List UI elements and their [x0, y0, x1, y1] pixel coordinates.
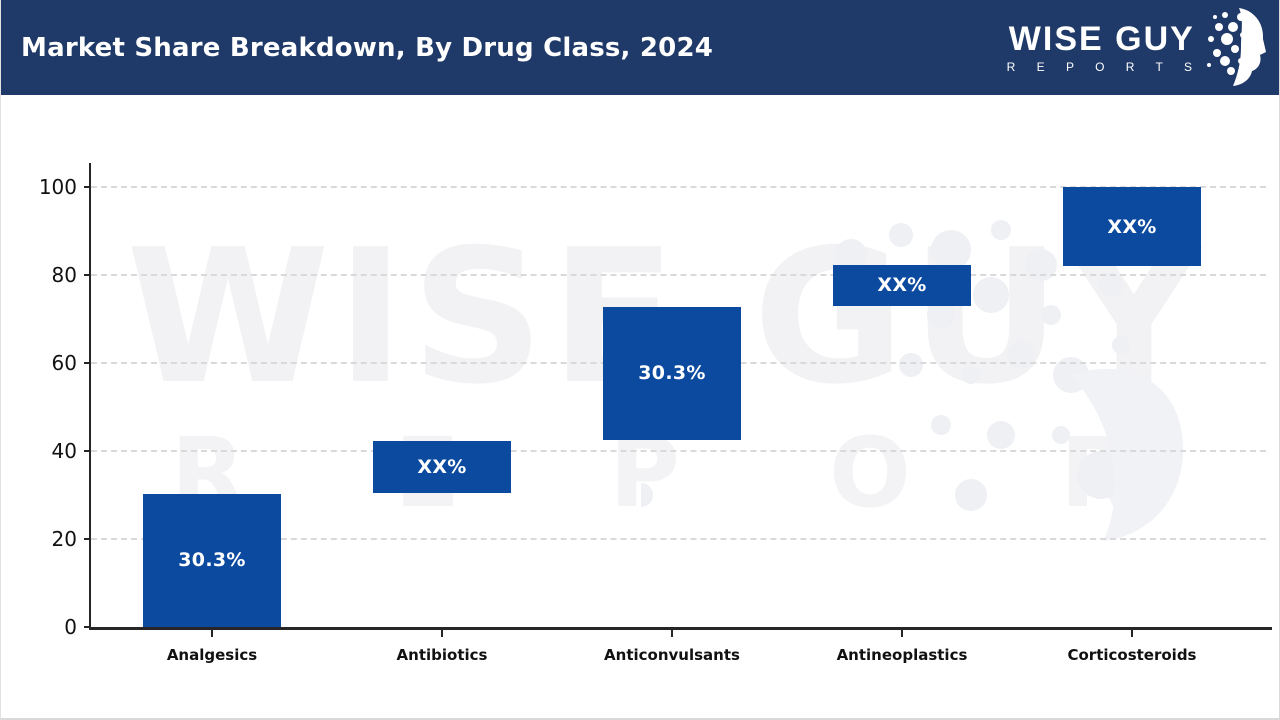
gridline-40	[91, 450, 1266, 452]
x-axis-line	[89, 627, 1272, 630]
y-axis-line	[89, 163, 91, 629]
y-tick-label-0: 0	[64, 615, 77, 639]
y-tick-label-40: 40	[51, 439, 77, 463]
y-tick-label-60: 60	[51, 351, 77, 375]
logo-wordmark: WISE GUY R E P O R T S	[1003, 22, 1201, 74]
chart-title: Market Share Breakdown, By Drug Class, 2…	[21, 32, 714, 63]
x-tick-2	[671, 630, 673, 637]
bar-value-label: XX%	[877, 274, 927, 297]
x-tick-3	[901, 630, 903, 637]
bar-antineoplastics: XX%	[833, 264, 971, 306]
watermark-head-dots-icon	[641, 220, 1184, 541]
x-category-label-4: Corticosteroids	[1067, 646, 1197, 664]
x-category-label-2: Anticonvulsants	[604, 646, 740, 664]
bar-corticosteroids: XX%	[1063, 187, 1201, 267]
gridline-100	[91, 186, 1266, 188]
bar-antibiotics: XX%	[373, 440, 511, 493]
bar-value-label: XX%	[417, 455, 467, 478]
y-tick-label-100: 100	[38, 175, 77, 199]
bar-analgesics: 30.3%	[143, 493, 281, 627]
logo-text-wiseguy: WISE GUY	[1008, 19, 1195, 58]
wiseguy-logo: WISE GUY R E P O R T S	[1003, 5, 1267, 91]
y-tick-20	[84, 538, 91, 540]
y-tick-80	[84, 274, 91, 276]
bar-value-label: 30.3%	[638, 362, 706, 385]
x-category-label-1: Antibiotics	[396, 646, 488, 664]
logo-text-reports: R E P O R T S	[1006, 59, 1201, 74]
x-tick-1	[441, 630, 443, 637]
bar-value-label: XX%	[1107, 215, 1157, 238]
y-tick-label-80: 80	[51, 263, 77, 287]
x-tick-0	[211, 630, 213, 637]
bar-anticonvulsants: 30.3%	[603, 307, 741, 440]
gridline-20	[91, 538, 1266, 540]
y-tick-40	[84, 450, 91, 452]
y-tick-0	[84, 626, 91, 628]
y-tick-100	[84, 186, 91, 188]
header-bar: Market Share Breakdown, By Drug Class, 2…	[1, 0, 1279, 95]
bar-value-label: 30.3%	[178, 549, 246, 572]
gridline-80	[91, 274, 1266, 276]
x-category-label-0: Analgesics	[166, 646, 258, 664]
y-tick-label-20: 20	[51, 527, 77, 551]
waterfall-chart: WISE GUY R E P O R T S 02040608010030.3%…	[1, 95, 1279, 718]
face-profile-icon	[1207, 7, 1266, 86]
x-category-label-3: Antineoplastics	[836, 646, 968, 664]
x-tick-4	[1131, 630, 1133, 637]
y-tick-60	[84, 362, 91, 364]
